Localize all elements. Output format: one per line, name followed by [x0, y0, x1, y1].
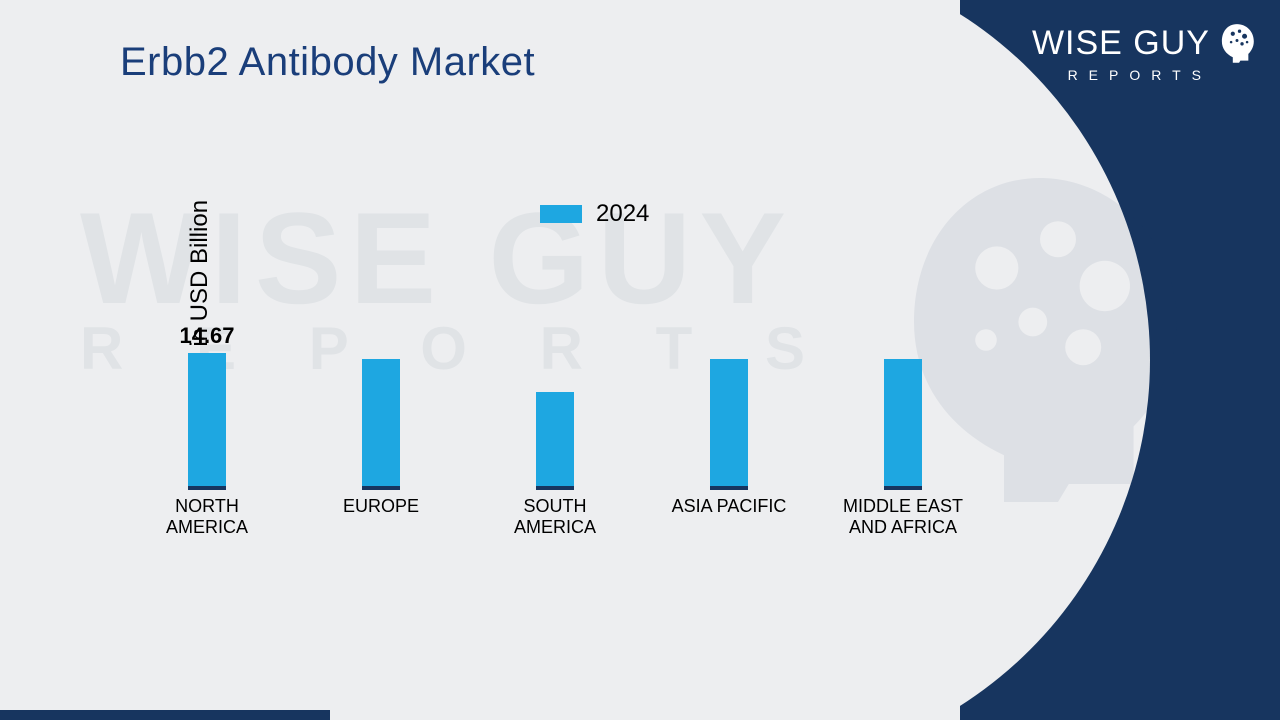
brand-sub-text: REPORTS — [1032, 68, 1258, 82]
footer-accent-bar — [0, 710, 330, 720]
category-label: EUROPE — [311, 496, 451, 517]
bar-group: SOUTH AMERICA — [468, 392, 642, 490]
chart-title: Erbb2 Antibody Market — [120, 40, 535, 85]
chart-canvas: WISE GUY R E P O R T S Erbb2 Antibody Ma… — [0, 0, 1280, 720]
chart-area: Market Size in USD Billion 14.67NORTH AM… — [90, 130, 990, 550]
bar-group: MIDDLE EAST AND AFRICA — [816, 359, 990, 490]
legend: 2024 — [540, 200, 649, 228]
brand-logo-main: WISE GUY — [1032, 22, 1258, 64]
bar — [188, 353, 226, 490]
bars-container: 14.67NORTH AMERICAEUROPESOUTH AMERICAASI… — [120, 210, 990, 490]
bar-group: ASIA PACIFIC — [642, 359, 816, 490]
bar — [884, 359, 922, 490]
brand-logo: WISE GUY REPORTS — [1032, 22, 1258, 82]
bar — [710, 359, 748, 490]
bar-group: 14.67NORTH AMERICA — [120, 353, 294, 490]
legend-label: 2024 — [596, 200, 649, 228]
bar — [362, 359, 400, 490]
bar-value-label: 14.67 — [120, 323, 294, 349]
category-label: NORTH AMERICA — [137, 496, 277, 537]
brand-main-text: WISE GUY — [1032, 26, 1210, 60]
category-label: SOUTH AMERICA — [485, 496, 625, 537]
category-label: ASIA PACIFIC — [659, 496, 799, 517]
plot-area: 14.67NORTH AMERICAEUROPESOUTH AMERICAASI… — [120, 130, 990, 550]
category-label: MIDDLE EAST AND AFRICA — [833, 496, 973, 537]
bar-group: EUROPE — [294, 359, 468, 490]
legend-swatch — [540, 205, 582, 223]
brand-head-icon — [1216, 22, 1258, 64]
bar — [536, 392, 574, 490]
